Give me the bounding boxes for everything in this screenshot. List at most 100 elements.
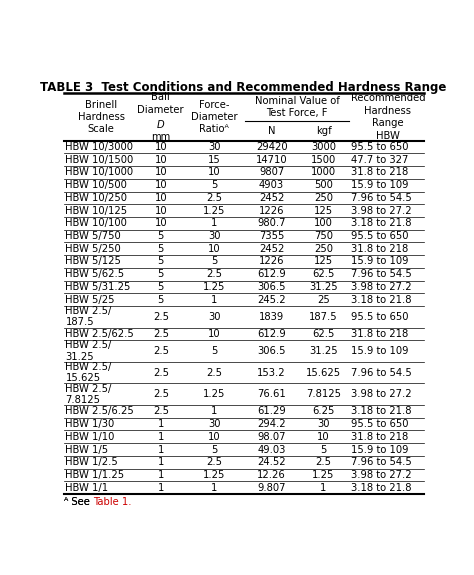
Text: 7.96 to 54.5: 7.96 to 54.5	[351, 457, 411, 467]
Text: HBW 10/125: HBW 10/125	[65, 206, 128, 216]
Text: 98.07: 98.07	[257, 432, 286, 442]
Text: 14710: 14710	[256, 155, 287, 165]
Text: 15.625: 15.625	[306, 367, 341, 378]
Text: HBW 1/2.5: HBW 1/2.5	[65, 457, 118, 467]
Text: 76.61: 76.61	[257, 389, 286, 399]
Text: 5: 5	[211, 346, 218, 356]
Text: ᴬ See: ᴬ See	[64, 497, 93, 507]
Text: HBW 5/250: HBW 5/250	[65, 244, 121, 254]
Text: HBW 2.5/
187.5: HBW 2.5/ 187.5	[65, 306, 112, 327]
Text: ᴬ See: ᴬ See	[64, 497, 93, 507]
Text: 1: 1	[157, 470, 164, 480]
Text: 500: 500	[314, 180, 333, 190]
Text: 612.9: 612.9	[257, 269, 286, 279]
Text: 10: 10	[155, 167, 167, 178]
Text: HBW 1/30: HBW 1/30	[65, 419, 115, 429]
Text: 10: 10	[155, 142, 167, 152]
Text: 2452: 2452	[259, 193, 284, 203]
Text: 250: 250	[314, 244, 333, 254]
Text: Table 1.: Table 1.	[93, 497, 131, 507]
Text: 30: 30	[208, 419, 220, 429]
Text: 1: 1	[211, 407, 218, 416]
Text: 62.5: 62.5	[312, 269, 335, 279]
Text: HBW 5/125: HBW 5/125	[65, 256, 121, 266]
Text: HBW 2.5/
15.625: HBW 2.5/ 15.625	[65, 362, 112, 384]
Text: 31.25: 31.25	[309, 282, 338, 292]
Text: 2.5: 2.5	[153, 389, 169, 399]
Text: 10: 10	[155, 155, 167, 165]
Text: TABLE 3  Test Conditions and Recommended Hardness Range: TABLE 3 Test Conditions and Recommended …	[40, 82, 446, 94]
Text: 95.5 to 650: 95.5 to 650	[351, 231, 408, 241]
Text: 95.5 to 650: 95.5 to 650	[351, 419, 408, 429]
Text: 3.98 to 27.2: 3.98 to 27.2	[351, 206, 411, 216]
Text: 95.5 to 650: 95.5 to 650	[351, 312, 408, 322]
Text: 5: 5	[211, 180, 218, 190]
Text: 1: 1	[157, 482, 164, 493]
Text: 3.98 to 27.2: 3.98 to 27.2	[351, 389, 411, 399]
Text: 294.2: 294.2	[257, 419, 286, 429]
Text: 612.9: 612.9	[257, 329, 286, 339]
Text: 2452: 2452	[259, 244, 284, 254]
Text: 153.2: 153.2	[257, 367, 286, 378]
Text: 2.5: 2.5	[206, 367, 222, 378]
Text: 6.25: 6.25	[312, 407, 335, 416]
Text: 1.25: 1.25	[312, 470, 335, 480]
Text: 5: 5	[157, 256, 164, 266]
Text: 1: 1	[157, 419, 164, 429]
Text: 31.8 to 218: 31.8 to 218	[351, 244, 408, 254]
Text: 4903: 4903	[259, 180, 284, 190]
Text: 187.5: 187.5	[309, 312, 338, 322]
Text: 5: 5	[157, 294, 164, 305]
Text: 10: 10	[155, 193, 167, 203]
Text: 1: 1	[320, 482, 327, 493]
Text: 5: 5	[211, 256, 218, 266]
Text: 2.5: 2.5	[316, 457, 331, 467]
Text: Nominal Value of
Test Force, F: Nominal Value of Test Force, F	[255, 96, 339, 118]
Text: HBW 5/25: HBW 5/25	[65, 294, 115, 305]
Text: 5: 5	[211, 444, 218, 455]
Text: Ball
Diameter
$D$
mm: Ball Diameter $D$ mm	[137, 92, 184, 142]
Text: HBW 1/1: HBW 1/1	[65, 482, 109, 493]
Text: 3.18 to 21.8: 3.18 to 21.8	[351, 294, 411, 305]
Text: 2.5: 2.5	[153, 312, 169, 322]
Text: 15.9 to 109: 15.9 to 109	[351, 256, 408, 266]
Text: 125: 125	[314, 256, 333, 266]
Text: 49.03: 49.03	[257, 444, 286, 455]
Text: 10: 10	[208, 244, 220, 254]
Text: 24.52: 24.52	[257, 457, 286, 467]
Text: 62.5: 62.5	[312, 329, 335, 339]
Text: HBW 2.5/
31.25: HBW 2.5/ 31.25	[65, 340, 112, 362]
Text: 3.98 to 27.2: 3.98 to 27.2	[351, 282, 411, 292]
Text: 750: 750	[314, 231, 333, 241]
Text: 31.8 to 218: 31.8 to 218	[351, 329, 408, 339]
Text: 250: 250	[314, 193, 333, 203]
Text: 25: 25	[317, 294, 330, 305]
Text: 2.5: 2.5	[153, 407, 169, 416]
Text: 3000: 3000	[311, 142, 336, 152]
Text: 7.96 to 54.5: 7.96 to 54.5	[351, 269, 411, 279]
Text: 10: 10	[155, 180, 167, 190]
Text: 9.807: 9.807	[257, 482, 286, 493]
Text: kgf: kgf	[316, 126, 331, 136]
Text: 2.5: 2.5	[206, 269, 222, 279]
Text: 10: 10	[208, 167, 220, 178]
Text: 1: 1	[211, 482, 218, 493]
Text: 5: 5	[157, 244, 164, 254]
Text: 1.25: 1.25	[203, 389, 226, 399]
Text: 10: 10	[155, 206, 167, 216]
Text: 3.18 to 21.8: 3.18 to 21.8	[351, 407, 411, 416]
Text: 7.96 to 54.5: 7.96 to 54.5	[351, 193, 411, 203]
Text: 30: 30	[208, 142, 220, 152]
Text: 9807: 9807	[259, 167, 284, 178]
Text: 2.5: 2.5	[206, 457, 222, 467]
Text: 1.25: 1.25	[203, 282, 226, 292]
Text: HBW 10/1500: HBW 10/1500	[65, 155, 134, 165]
Text: 10: 10	[208, 329, 220, 339]
Text: 95.5 to 650: 95.5 to 650	[351, 142, 408, 152]
Text: 15: 15	[208, 155, 220, 165]
Text: HBW 10/250: HBW 10/250	[65, 193, 128, 203]
Text: 1: 1	[157, 457, 164, 467]
Text: HBW 1/5: HBW 1/5	[65, 444, 109, 455]
Text: 1: 1	[211, 294, 218, 305]
Text: 5: 5	[157, 231, 164, 241]
